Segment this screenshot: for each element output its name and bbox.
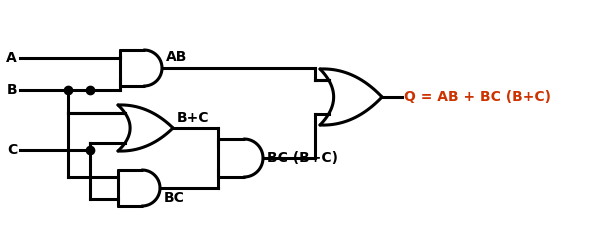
Text: A: A <box>6 51 17 65</box>
Text: C: C <box>7 143 17 157</box>
Text: B: B <box>7 83 17 97</box>
Text: BC: BC <box>164 191 185 205</box>
Text: Q = AB + BC (B+C): Q = AB + BC (B+C) <box>404 90 551 104</box>
Text: B+C: B+C <box>177 111 209 125</box>
Text: AB: AB <box>166 50 188 64</box>
Text: BC (B+C): BC (B+C) <box>267 151 338 165</box>
